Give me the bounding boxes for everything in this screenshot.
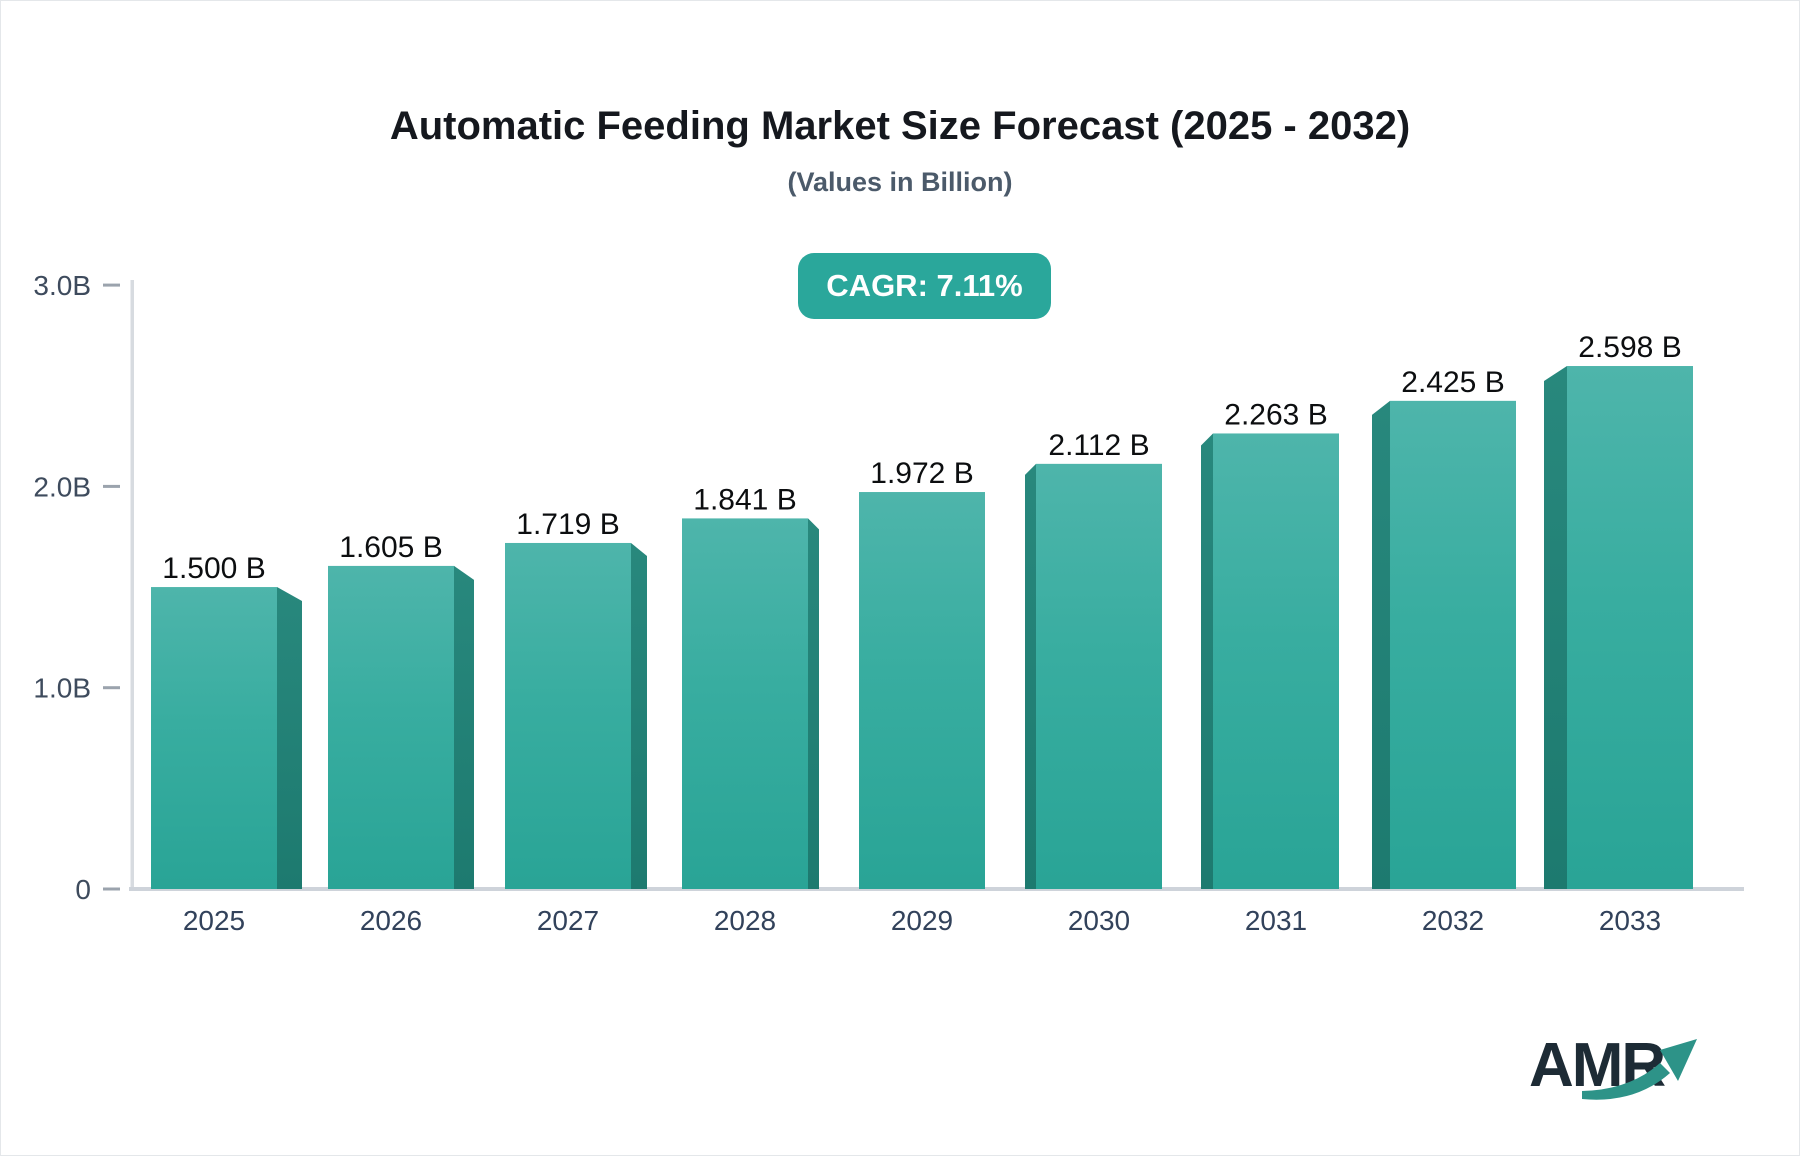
bar-value-label: 1.719 B — [516, 508, 619, 541]
growth-arrow-icon — [1582, 1039, 1697, 1100]
bar-2032: 2.425 B 2032 — [1372, 366, 1516, 936]
bar-side — [1201, 433, 1213, 889]
bar-side — [454, 565, 474, 889]
bar-side — [1025, 463, 1036, 889]
y-axis-line — [130, 280, 134, 891]
amr-logo: AMR — [1529, 1031, 1739, 1115]
bar-face — [1036, 463, 1162, 889]
bar-value-label: 1.605 B — [339, 531, 442, 564]
bar-face — [1213, 433, 1339, 889]
x-tick-label: 2025 — [183, 905, 245, 936]
bar-value-label: 2.598 B — [1578, 331, 1681, 364]
bar-face — [682, 518, 808, 889]
bar-side — [808, 518, 819, 889]
y-tick-mark — [103, 686, 120, 690]
x-tick-label: 2033 — [1599, 905, 1661, 936]
bar-2030: 2.112 B 2030 — [1025, 429, 1162, 936]
x-tick-label: 2028 — [714, 905, 776, 936]
bar-2028: 1.841 B 2028 — [682, 483, 819, 936]
bar-value-label: 2.112 B — [1048, 429, 1149, 462]
bar-value-label: 2.425 B — [1401, 366, 1504, 399]
bar-2031: 2.263 B 2031 — [1201, 398, 1339, 936]
x-tick-label: 2029 — [891, 905, 953, 936]
y-tick-label: 0 — [75, 874, 91, 905]
bar-side — [1372, 400, 1390, 889]
bar-value-label: 1.841 B — [693, 483, 796, 516]
bar-2027: 1.719 B 2027 — [505, 508, 647, 936]
page-title: Automatic Feeding Market Size Forecast (… — [389, 104, 1411, 148]
bar-side — [277, 587, 302, 889]
bar-face — [1567, 366, 1693, 890]
x-tick-label: 2026 — [360, 905, 422, 936]
bar-face — [328, 565, 454, 889]
y-tick-mark — [103, 484, 120, 488]
bar-side — [1544, 366, 1567, 890]
cagr-badge: CAGR: 7.11% — [798, 253, 1051, 319]
bar-2029: 1.972 B 2029 — [859, 457, 985, 936]
y-tick-mark — [103, 283, 120, 287]
x-tick-label: 2027 — [537, 905, 599, 936]
page-subtitle: (Values in Billion) — [787, 167, 1013, 197]
bar-face — [505, 542, 631, 889]
bar-face — [859, 492, 985, 889]
bar-2033: 2.598 B 2033 — [1544, 331, 1693, 936]
x-tick-label: 2031 — [1245, 905, 1307, 936]
x-tick-label: 2030 — [1068, 905, 1130, 936]
bar-face — [151, 587, 277, 889]
bar-2025: 1.500 B 2025 — [151, 552, 302, 936]
bar-value-label: 1.500 B — [162, 552, 265, 585]
bar-2026: 1.605 B 2026 — [328, 531, 474, 936]
y-tick-label: 3.0B — [33, 270, 91, 301]
y-tick-label: 1.0B — [33, 673, 91, 704]
x-tick-label: 2032 — [1422, 905, 1484, 936]
bar-value-label: 2.263 B — [1224, 398, 1327, 431]
y-tick-label: 2.0B — [33, 471, 91, 502]
y-tick-mark — [103, 887, 120, 891]
bar-face — [1390, 400, 1516, 889]
cagr-badge-label: CAGR: 7.11% — [826, 268, 1023, 303]
bar-side — [631, 542, 647, 889]
bar-value-label: 1.972 B — [870, 457, 973, 490]
